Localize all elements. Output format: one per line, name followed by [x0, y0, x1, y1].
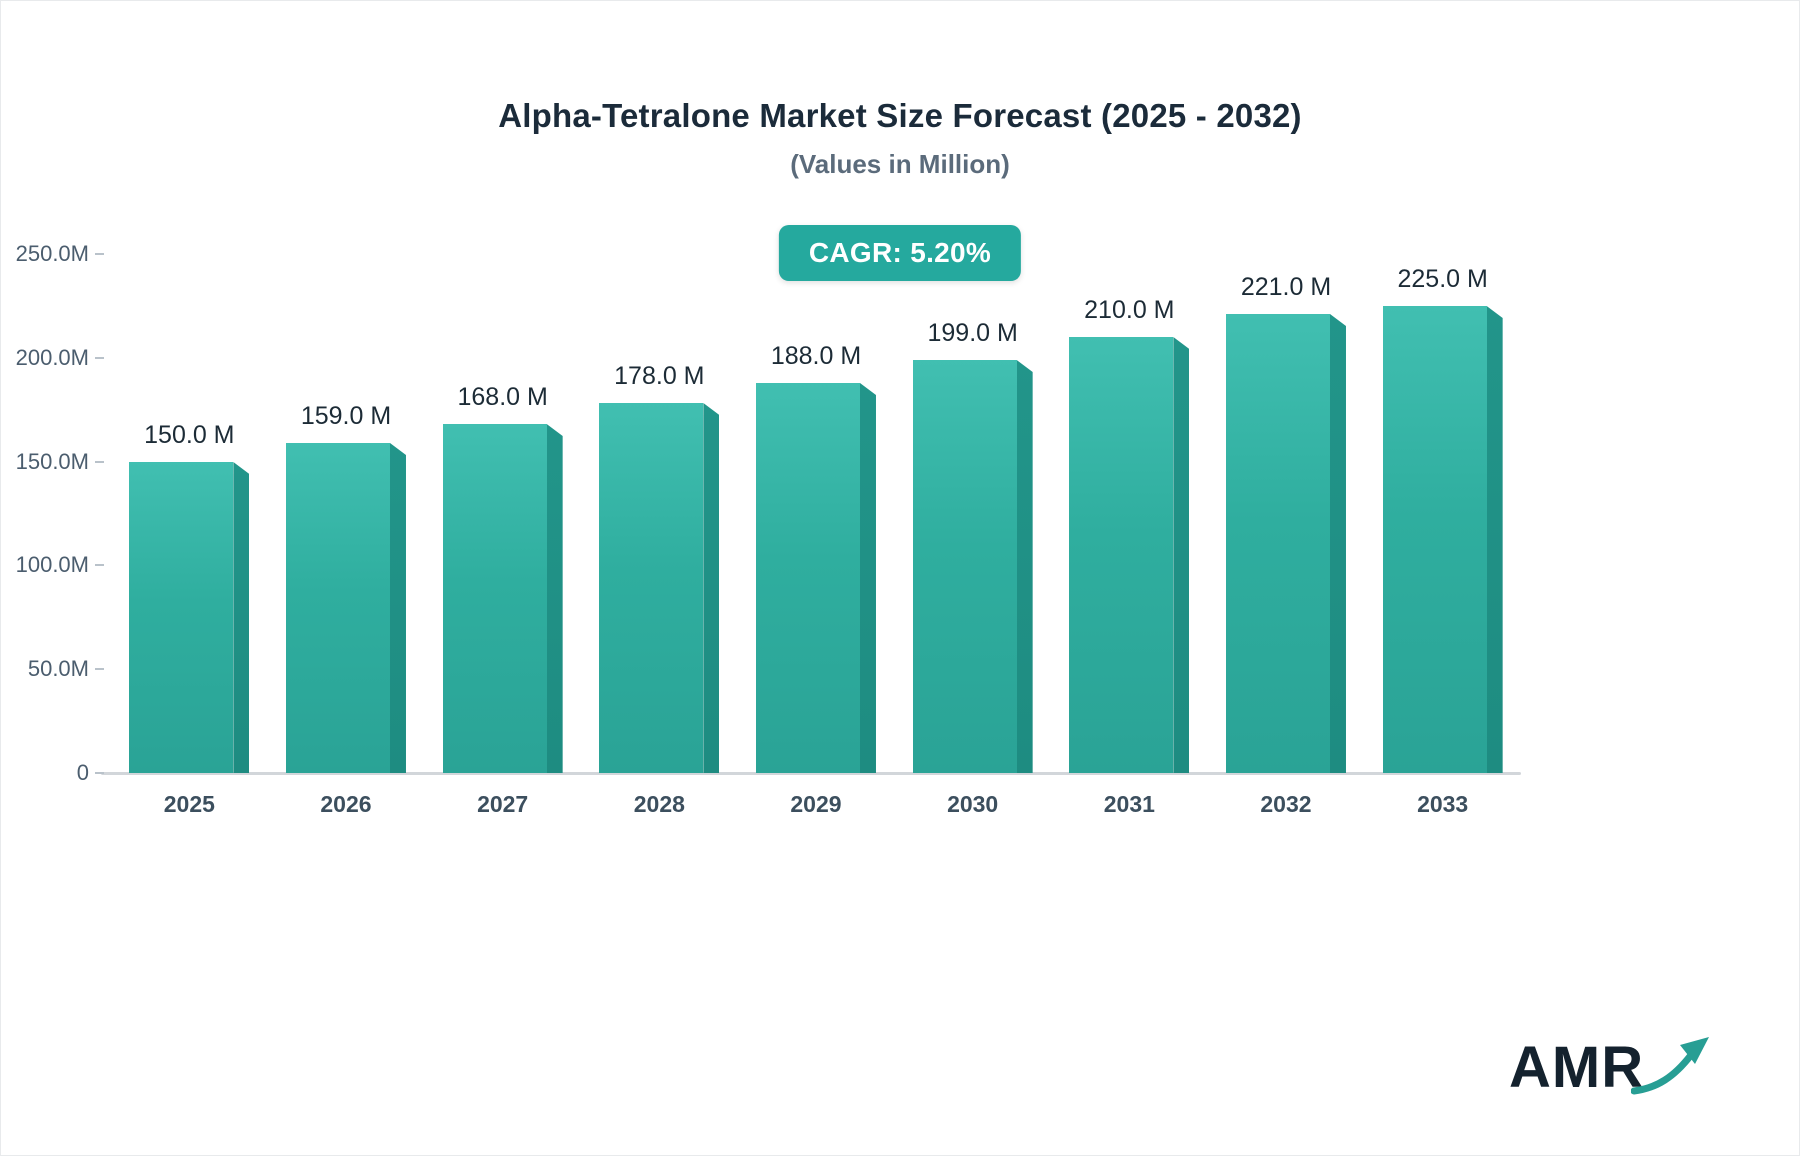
chart-title: Alpha-Tetralone Market Size Forecast (20…: [498, 97, 1302, 134]
x-axis-label: 2031: [1103, 791, 1155, 817]
bar: [1382, 306, 1503, 773]
bar-side: [1173, 337, 1190, 773]
x-axis-label: 2029: [790, 791, 842, 817]
x-axis-label: 2027: [477, 791, 529, 817]
bar-face: [599, 403, 704, 773]
bar-face: [1382, 306, 1487, 773]
bar-side: [1486, 306, 1503, 773]
bar-group: 221.0 M: [1208, 254, 1365, 773]
y-axis-tick-mark: [95, 356, 104, 359]
y-axis-tick-label: 200.0M: [15, 344, 89, 370]
bar-side: [1329, 314, 1346, 773]
bar: [1225, 314, 1346, 773]
bar: [129, 462, 250, 773]
bar-face: [442, 424, 547, 773]
logo-arrow-icon: [1631, 1037, 1709, 1095]
bar-group: 210.0 M: [1051, 254, 1208, 773]
bar-side: [389, 443, 406, 773]
y-axis-tick-mark: [95, 564, 104, 567]
bar: [755, 383, 876, 773]
amr-logo: AMR: [1509, 1033, 1709, 1103]
bar-group: 188.0 M: [738, 254, 895, 773]
bar-side: [546, 424, 563, 773]
x-axis-label: 2025: [163, 791, 215, 817]
bar-group: 150.0 M: [111, 254, 268, 773]
y-axis-tick-label: 150.0M: [15, 448, 89, 474]
bar-group: 159.0 M: [268, 254, 425, 773]
bar-value-label: 221.0 M: [1240, 273, 1332, 301]
bar-value-label: 188.0 M: [770, 342, 862, 370]
y-axis-tick-mark: [95, 668, 104, 671]
y-axis-tick-label: 100.0M: [15, 552, 89, 578]
bar-group: 225.0 M: [1364, 254, 1521, 773]
bar-group: 168.0 M: [424, 254, 581, 773]
y-axis: 0 50.0M 100.0M 150.0M 200.0M 250.0M: [11, 241, 97, 785]
bar: [285, 443, 406, 773]
amr-logo-text: AMR: [1509, 1035, 1645, 1100]
bar-value-label: 159.0 M: [300, 402, 392, 430]
bar-side: [859, 383, 876, 773]
cagr-badge: CAGR: 5.20%: [778, 225, 1022, 281]
plot-area: 150.0 M 2025 159.0 M 2026 168.0 M 2027 178.0 M…: [95, 253, 1521, 817]
x-axis-line: [101, 772, 1521, 775]
bar-face: [1225, 314, 1330, 773]
x-axis-label: 2028: [633, 791, 685, 817]
bar: [442, 424, 563, 773]
bar-side: [233, 462, 250, 773]
x-axis-label: 2033: [1417, 791, 1469, 817]
bar-side: [1016, 360, 1033, 773]
bar: [1069, 337, 1190, 773]
bar-value-label: 199.0 M: [927, 319, 1018, 347]
y-axis-tick-label: 0: [76, 760, 89, 785]
y-axis-tick-label: 50.0M: [27, 656, 89, 682]
bar-side: [703, 403, 720, 773]
bar-value-label: 150.0 M: [144, 421, 235, 449]
x-axis-label: 2030: [947, 791, 999, 817]
y-axis-tick-mark: [95, 253, 104, 255]
bar-face: [1069, 337, 1174, 773]
bar-group: 199.0 M: [894, 254, 1051, 773]
bar-value-label: 210.0 M: [1084, 296, 1175, 324]
chart-subtitle: (Values in Million): [790, 149, 1010, 179]
bar-value-label: 168.0 M: [457, 383, 548, 411]
bar-group: 178.0 M: [581, 254, 738, 773]
y-axis-tick-mark: [95, 772, 104, 774]
bar: [912, 360, 1033, 773]
x-axis-label: 2032: [1260, 791, 1312, 817]
y-axis-tick-mark: [95, 460, 104, 463]
bar-face: [285, 443, 390, 773]
bar-face: [912, 360, 1017, 773]
y-axis-tick-label: 250.0M: [15, 241, 89, 266]
bar-face: [129, 462, 234, 773]
bar: [599, 403, 720, 773]
x-axis-label: 2026: [320, 791, 372, 817]
bar-face: [755, 383, 860, 773]
bar-value-label: 178.0 M: [614, 362, 705, 390]
bar-value-label: 225.0 M: [1397, 265, 1488, 293]
